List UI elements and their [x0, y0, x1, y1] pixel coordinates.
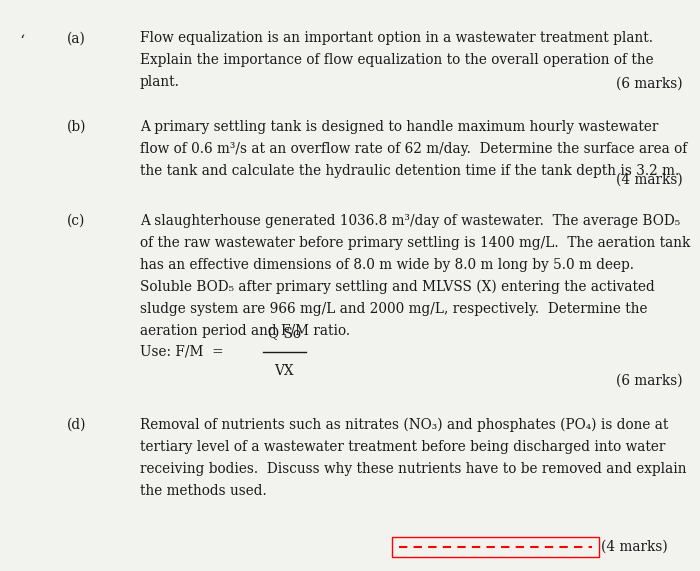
Text: Use: F/M  =: Use: F/M = — [140, 345, 223, 359]
Text: A slaughterhouse generated 1036.8 m³/day of wastewater.  The average BOD₅: A slaughterhouse generated 1036.8 m³/day… — [140, 214, 680, 228]
Text: A primary settling tank is designed to handle maximum hourly wastewater: A primary settling tank is designed to h… — [140, 120, 659, 134]
Text: flow of 0.6 m³/s at an overflow rate of 62 m/day.  Determine the surface area of: flow of 0.6 m³/s at an overflow rate of … — [140, 142, 687, 156]
Text: aeration period and F/M ratio.: aeration period and F/M ratio. — [140, 324, 350, 338]
Text: Q So: Q So — [267, 325, 301, 340]
Text: receiving bodies.  Discuss why these nutrients have to be removed and explain: receiving bodies. Discuss why these nutr… — [140, 462, 687, 476]
Text: (d): (d) — [66, 418, 86, 432]
Text: of the raw wastewater before primary settling is 1400 mg/L.  The aeration tank: of the raw wastewater before primary set… — [140, 236, 690, 250]
Text: (b): (b) — [66, 120, 86, 134]
Text: (6 marks): (6 marks) — [616, 373, 682, 388]
Text: plant.: plant. — [140, 75, 180, 90]
Text: Explain the importance of flow equalization to the overall operation of the: Explain the importance of flow equalizat… — [140, 54, 654, 67]
Text: (c): (c) — [66, 214, 85, 228]
Text: VX: VX — [274, 364, 294, 378]
Text: the tank and calculate the hydraulic detention time if the tank depth is 3.2 m.: the tank and calculate the hydraulic det… — [140, 164, 679, 178]
Text: the methods used.: the methods used. — [140, 484, 267, 498]
Text: sludge system are 966 mg/L and 2000 mg/L, respectively.  Determine the: sludge system are 966 mg/L and 2000 mg/L… — [140, 302, 648, 316]
Text: has an effective dimensions of 8.0 m wide by 8.0 m long by 5.0 m deep.: has an effective dimensions of 8.0 m wid… — [140, 258, 634, 272]
Bar — [392, 537, 598, 557]
Text: Flow equalization is an important option in a wastewater treatment plant.: Flow equalization is an important option… — [140, 31, 653, 46]
Text: Soluble BOD₅ after primary settling and MLVSS (Χ) entering the activated: Soluble BOD₅ after primary settling and … — [140, 280, 655, 295]
Text: (4 marks): (4 marks) — [616, 172, 682, 187]
Text: Removal of nutrients such as nitrates (NO₃) and phosphates (PO₄) is done at: Removal of nutrients such as nitrates (N… — [140, 418, 668, 432]
Text: (6 marks): (6 marks) — [616, 77, 682, 91]
Text: (4 marks): (4 marks) — [601, 540, 667, 554]
Text: (a): (a) — [66, 31, 85, 46]
Text: tertiary level of a wastewater treatment before being discharged into water: tertiary level of a wastewater treatment… — [140, 440, 666, 454]
Text: ,: , — [20, 31, 25, 46]
